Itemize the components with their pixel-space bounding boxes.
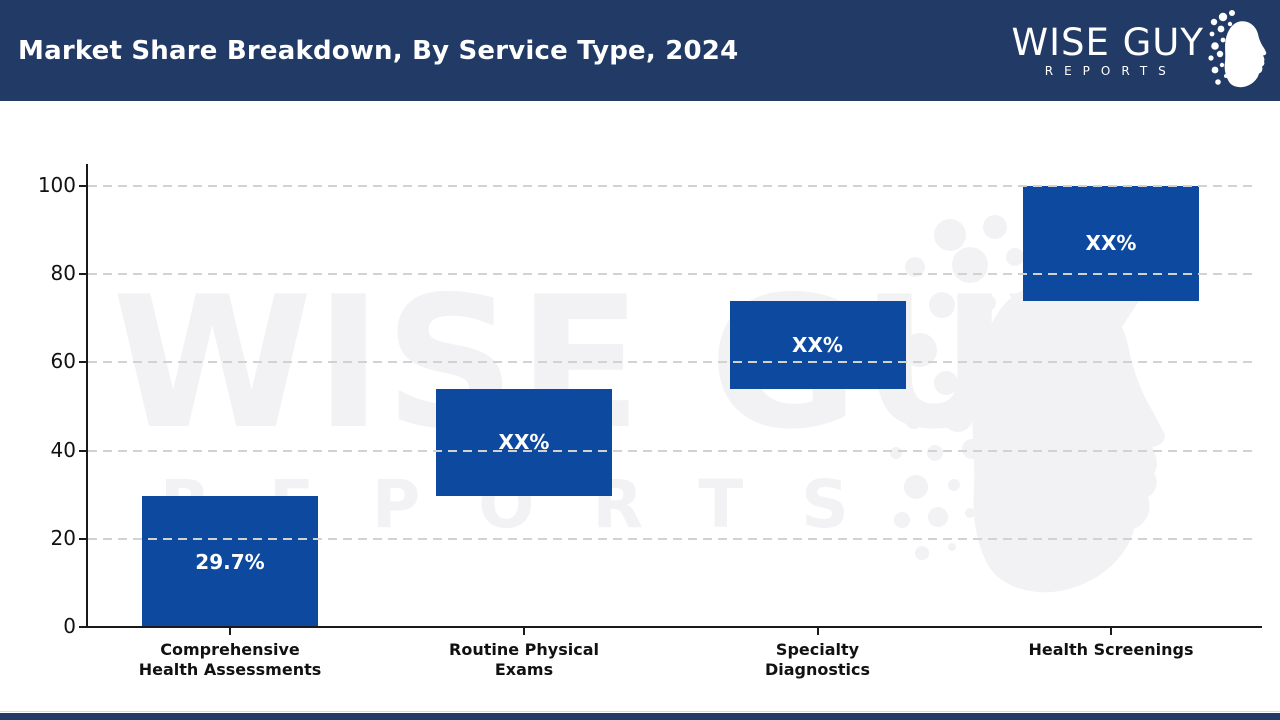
footer-bar <box>0 713 1280 720</box>
category-label-line: Exams <box>494 660 554 679</box>
y-tick-label-80: 80 <box>50 261 76 286</box>
y-tick-label-60: 60 <box>50 349 76 374</box>
bar-value-label-3: XX% <box>792 332 843 357</box>
y-tick-100 <box>79 185 87 187</box>
bar-4: XX% <box>1023 186 1199 301</box>
y-tick-label-40: 40 <box>50 437 76 462</box>
x-axis-line <box>86 626 1262 628</box>
logo-face-icon <box>1208 9 1267 87</box>
y-axis-line <box>86 164 88 628</box>
wiseguy-logo: WISE GUY REPORTS <box>1012 8 1270 94</box>
bar-3: XX% <box>729 300 906 389</box>
logo-wordmark: WISE GUY <box>1011 20 1204 64</box>
x-tick-3 <box>816 627 819 635</box>
y-tick-label-0: 0 <box>63 614 76 638</box>
category-label-line: Comprehensive <box>160 640 300 659</box>
gridline-20 <box>88 537 1258 540</box>
category-label-line: Specialty <box>775 640 860 659</box>
category-label-1: Comprehensive Health Assessments <box>90 640 370 680</box>
y-tick-label-100: 100 <box>37 173 76 197</box>
x-tick-2 <box>523 627 525 635</box>
logo-text: WISE GUY REPORTS <box>1012 24 1204 78</box>
category-label-line: Diagnostics <box>764 660 871 679</box>
bar-value-label-4: XX% <box>1085 231 1137 256</box>
gridline-40 <box>88 449 1258 452</box>
category-label-4: Health Screenings <box>971 640 1251 660</box>
y-tick-80 <box>79 273 87 276</box>
category-label-line: Routine Physical <box>449 640 599 659</box>
footer-hairline <box>0 711 1280 712</box>
category-label-2: Routine Physical Exams <box>384 640 664 680</box>
y-tick-label-20: 20 <box>50 525 76 550</box>
gridline-60 <box>88 361 1258 364</box>
y-tick-60 <box>79 361 87 364</box>
gridline-100 <box>88 185 1258 187</box>
x-tick-1 <box>229 627 231 635</box>
category-label-3: Specialty Diagnostics <box>678 640 958 680</box>
category-label-line: Health Assessments <box>138 660 322 679</box>
gridline-80 <box>88 273 1258 276</box>
page-title: Market Share Breakdown, By Service Type,… <box>18 35 739 66</box>
bar-1: 29.7% <box>142 496 318 627</box>
x-tick-4 <box>1110 627 1112 635</box>
y-tick-40 <box>79 449 87 452</box>
bar-2: XX% <box>436 388 612 497</box>
category-label-line: Health Screenings <box>1028 640 1194 659</box>
y-tick-0 <box>79 626 87 628</box>
logo-subtitle: REPORTS <box>1044 63 1177 78</box>
bar-value-label-1: 29.7% <box>195 549 265 574</box>
header: Market Share Breakdown, By Service Type,… <box>0 0 1280 101</box>
y-tick-20 <box>79 537 87 540</box>
